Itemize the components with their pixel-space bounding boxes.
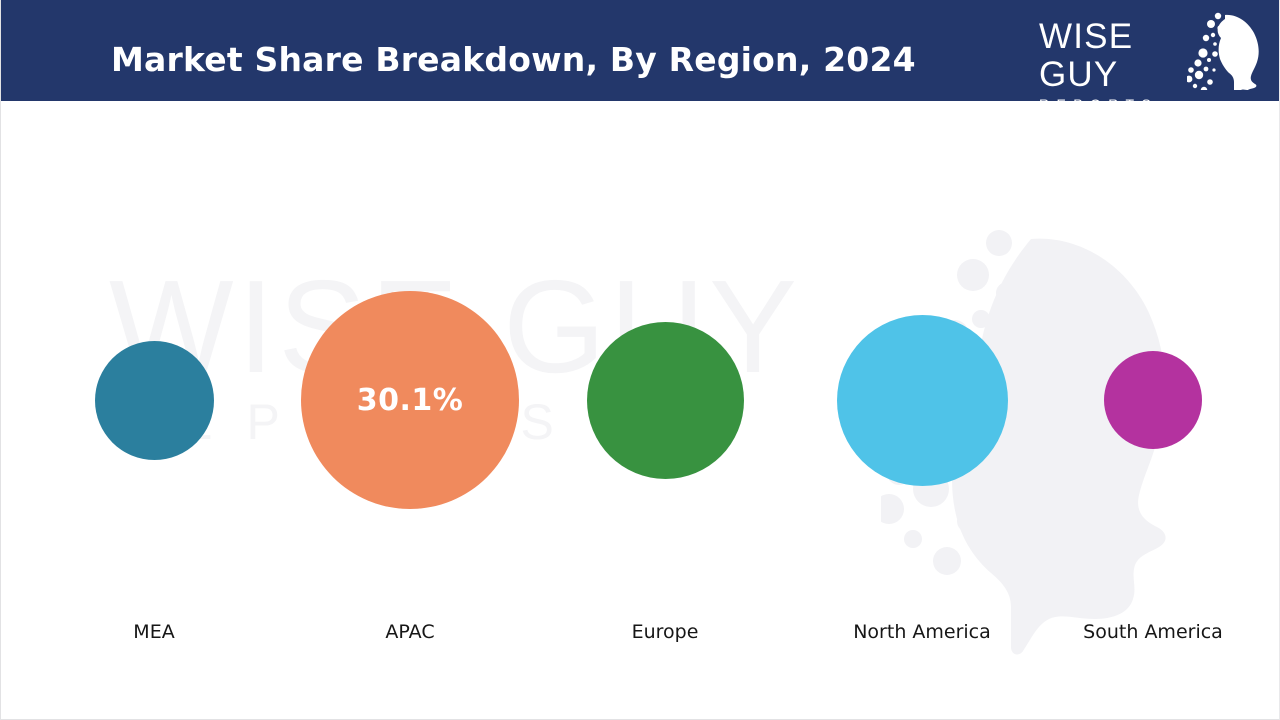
category-axis-labels: MEA APAC Europe North America South Amer… [1,101,1279,719]
logo-sub-text: REPORTS [1039,96,1159,112]
bubble-value-apac: 30.1% [356,382,464,418]
logo-text: WISE GUY REPORTS [1039,18,1207,113]
category-label-europe: Europe [631,621,699,643]
wise-guy-reports-logo[interactable]: WISE GUY REPORTS [1035,10,1267,112]
category-label-mea: MEA [133,621,175,643]
category-label-north-america: North America [853,621,991,643]
bubble-mea[interactable] [94,340,214,460]
bubble-europe[interactable] [586,321,744,479]
bubble-apac[interactable]: 30.1% [301,291,519,509]
head-profile-dots-icon [1187,12,1259,90]
title-header-bar: Market Share Breakdown, By Region, 2024 … [1,0,1279,112]
logo-main-text: WISE GUY [1039,17,1134,94]
category-label-south-america: South America [1083,621,1223,643]
page-title: Market Share Breakdown, By Region, 2024 [111,40,916,79]
category-label-apac: APAC [385,621,435,643]
